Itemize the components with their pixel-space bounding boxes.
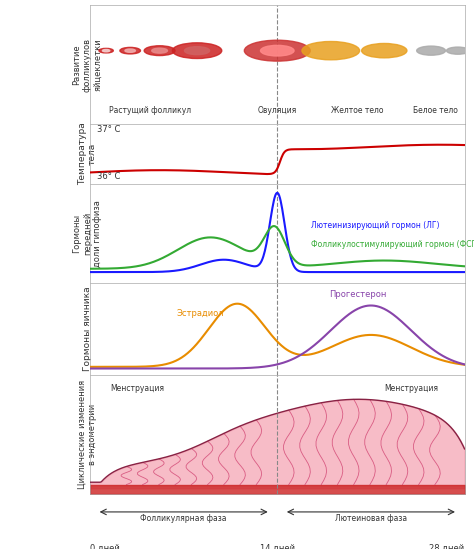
Text: Лютеиновая фаза: Лютеиновая фаза bbox=[335, 514, 407, 523]
Y-axis label: Циклические изменения
в эндометрии: Циклические изменения в эндометрии bbox=[78, 380, 97, 489]
Text: Растущий фолликул: Растущий фолликул bbox=[109, 106, 191, 115]
Circle shape bbox=[152, 48, 167, 53]
Y-axis label: Температура
тела: Температура тела bbox=[78, 122, 97, 186]
Circle shape bbox=[417, 46, 446, 55]
Text: Желтое тело: Желтое тело bbox=[331, 106, 384, 115]
Circle shape bbox=[120, 47, 140, 54]
Text: Прогестерон: Прогестерон bbox=[329, 290, 386, 299]
Y-axis label: Гормоны яичника: Гормоны яичника bbox=[83, 287, 92, 371]
Circle shape bbox=[447, 47, 469, 54]
Text: Лютеинизирующий гормон (ЛГ): Лютеинизирующий гормон (ЛГ) bbox=[311, 221, 439, 229]
Text: Менструация: Менструация bbox=[110, 384, 164, 393]
Text: 0 дней: 0 дней bbox=[90, 544, 120, 549]
Circle shape bbox=[302, 42, 360, 60]
Circle shape bbox=[184, 47, 210, 55]
Text: Менструация: Менструация bbox=[384, 384, 438, 393]
Y-axis label: Гормоны
передней
доли гипофиза: Гормоны передней доли гипофиза bbox=[73, 200, 102, 267]
Circle shape bbox=[144, 46, 175, 55]
Y-axis label: Развитие
фолликулов
яйцеклетки: Развитие фолликулов яйцеклетки bbox=[73, 38, 102, 92]
Text: 14 дней
Овуляция: 14 дней Овуляция bbox=[256, 544, 299, 549]
Circle shape bbox=[125, 49, 136, 52]
Circle shape bbox=[244, 40, 310, 61]
Circle shape bbox=[102, 49, 110, 52]
Text: Овуляция: Овуляция bbox=[258, 106, 297, 115]
Circle shape bbox=[261, 46, 294, 56]
Circle shape bbox=[99, 48, 113, 53]
Text: Эстрадиол: Эстрадиол bbox=[177, 310, 225, 318]
Text: 37° С: 37° С bbox=[97, 125, 120, 134]
Text: Белое тело: Белое тело bbox=[413, 106, 457, 115]
Circle shape bbox=[362, 43, 407, 58]
Text: Фолликулярная фаза: Фолликулярная фаза bbox=[140, 514, 227, 523]
Text: 28 дней: 28 дней bbox=[429, 544, 465, 549]
Text: Фолликулостимулирующий гормон (ФСГ): Фолликулостимулирующий гормон (ФСГ) bbox=[311, 239, 474, 249]
Circle shape bbox=[173, 43, 222, 59]
Text: 36° С: 36° С bbox=[97, 172, 120, 182]
